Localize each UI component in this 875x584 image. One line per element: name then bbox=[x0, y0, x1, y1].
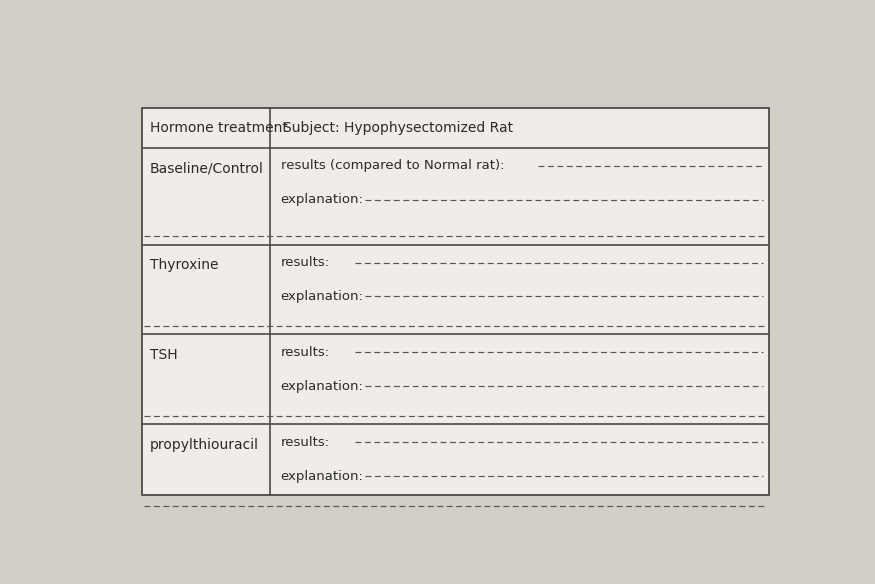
Text: explanation:: explanation: bbox=[281, 470, 363, 482]
Text: explanation:: explanation: bbox=[281, 380, 363, 392]
Text: explanation:: explanation: bbox=[281, 193, 363, 206]
Text: propylthiouracil: propylthiouracil bbox=[150, 438, 259, 452]
Text: Baseline/Control: Baseline/Control bbox=[150, 161, 264, 175]
Text: results:: results: bbox=[281, 346, 330, 359]
Text: results (compared to Normal rat):: results (compared to Normal rat): bbox=[281, 159, 504, 172]
Bar bbox=[142, 108, 768, 495]
Text: explanation:: explanation: bbox=[281, 290, 363, 303]
Text: Thyroxine: Thyroxine bbox=[150, 258, 219, 272]
Text: Subject: Hypophysectomized Rat: Subject: Hypophysectomized Rat bbox=[283, 121, 513, 135]
Text: Hormone treatment: Hormone treatment bbox=[150, 121, 288, 135]
Text: results:: results: bbox=[281, 256, 330, 269]
Text: TSH: TSH bbox=[150, 348, 178, 362]
Text: results:: results: bbox=[281, 436, 330, 449]
